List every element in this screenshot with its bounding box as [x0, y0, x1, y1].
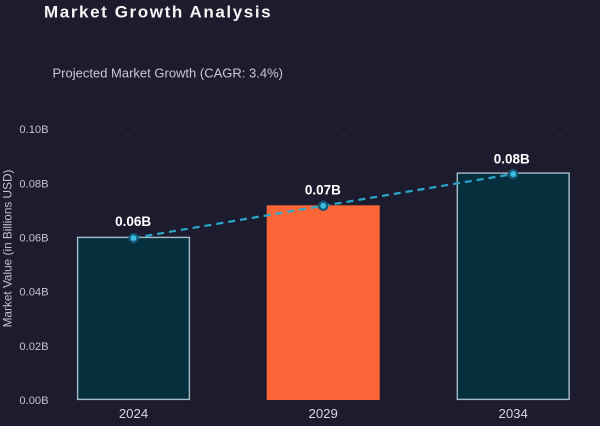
svg-text:0.04B: 0.04B	[19, 287, 48, 299]
svg-text:Projected Market Growth (CAGR:: Projected Market Growth (CAGR: 3.4%)	[53, 66, 283, 81]
svg-text:0.08B: 0.08B	[19, 178, 48, 190]
svg-text:2034: 2034	[499, 406, 528, 421]
svg-text:0.10B: 0.10B	[19, 124, 48, 136]
svg-text:0.07B: 0.07B	[305, 183, 341, 198]
svg-text:0.00B: 0.00B	[19, 395, 48, 407]
svg-text:Market Value (in Billions USD): Market Value (in Billions USD)	[1, 170, 15, 328]
svg-text:Market Growth Analysis: Market Growth Analysis	[44, 3, 272, 22]
svg-text:0.06B: 0.06B	[19, 233, 48, 245]
svg-text:2029: 2029	[309, 406, 338, 421]
svg-text:0.08B: 0.08B	[494, 152, 530, 167]
svg-text:2024: 2024	[119, 406, 148, 421]
svg-text:0.02B: 0.02B	[19, 341, 48, 353]
svg-text:0.06B: 0.06B	[115, 214, 151, 229]
